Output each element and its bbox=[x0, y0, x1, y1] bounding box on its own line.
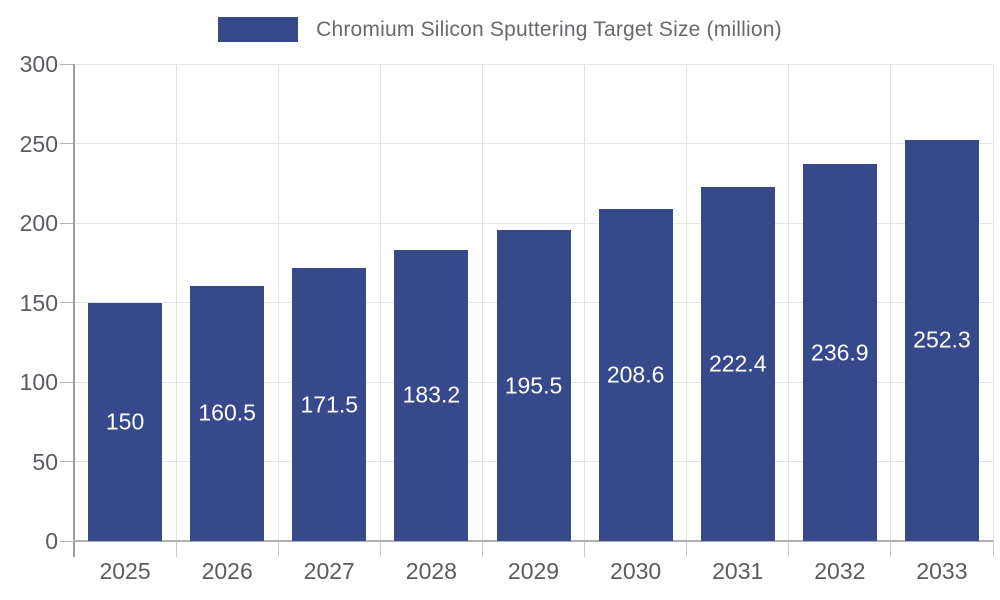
x-axis-tick bbox=[481, 541, 483, 557]
bar bbox=[700, 187, 775, 541]
grid-line-horizontal bbox=[74, 143, 993, 144]
grid-line-vertical bbox=[481, 64, 483, 541]
x-axis-category-label: 2030 bbox=[610, 558, 662, 584]
y-axis-tick-label: 150 bbox=[19, 289, 58, 316]
bar-value-label: 236.9 bbox=[811, 339, 869, 366]
y-axis-tick-label: 300 bbox=[19, 51, 58, 77]
legend-swatch bbox=[218, 17, 299, 42]
x-axis-category-label: 2033 bbox=[916, 558, 968, 584]
bar-value-label: 160.5 bbox=[198, 399, 256, 426]
grid-line-horizontal bbox=[74, 222, 993, 224]
grid-line-vertical bbox=[992, 64, 994, 541]
bar-value-label: 208.6 bbox=[606, 361, 665, 388]
bar bbox=[88, 302, 163, 541]
bar bbox=[394, 249, 469, 541]
bar-value-label: 195.5 bbox=[504, 372, 563, 399]
y-axis-tick-label: 100 bbox=[19, 369, 58, 395]
bar bbox=[190, 285, 265, 541]
x-axis-tick bbox=[584, 541, 586, 557]
grid-line-vertical bbox=[277, 64, 279, 541]
y-axis-tick bbox=[60, 461, 74, 462]
y-axis-tick bbox=[60, 222, 74, 224]
bar bbox=[598, 209, 673, 541]
y-axis-tick bbox=[60, 143, 74, 144]
x-axis-tick bbox=[686, 541, 688, 557]
bar bbox=[802, 164, 877, 541]
y-axis-line bbox=[73, 64, 75, 557]
grid-line-vertical bbox=[686, 64, 688, 541]
grid-line-vertical bbox=[584, 64, 586, 541]
x-axis-category-label: 2026 bbox=[201, 558, 253, 584]
x-axis-category-label: 2031 bbox=[712, 558, 764, 584]
x-axis-category-label: 2032 bbox=[814, 558, 866, 584]
bar-value-label: 222.4 bbox=[708, 350, 767, 377]
bar-value-label: 183.2 bbox=[402, 381, 461, 408]
grid-line-horizontal bbox=[74, 63, 993, 65]
x-axis-line bbox=[73, 540, 993, 542]
x-axis-tick bbox=[175, 541, 177, 557]
x-axis-category-label: 2028 bbox=[405, 558, 457, 584]
legend-label: Chromium Silicon Sputtering Target Size … bbox=[316, 17, 782, 41]
x-axis-category-label: 2029 bbox=[507, 558, 560, 584]
y-axis-tick-label: 200 bbox=[19, 210, 58, 236]
bar bbox=[904, 139, 979, 541]
y-axis-tick bbox=[60, 540, 74, 542]
legend: Chromium Silicon Sputtering Target Size … bbox=[0, 17, 1000, 42]
grid-line-vertical bbox=[379, 64, 381, 541]
grid-line-vertical bbox=[788, 64, 790, 541]
x-axis-tick bbox=[890, 541, 892, 557]
x-axis-tick bbox=[379, 541, 381, 557]
y-axis-tick-label: 50 bbox=[32, 448, 58, 475]
x-axis-tick bbox=[788, 541, 790, 557]
y-axis-tick bbox=[60, 302, 74, 303]
bar-value-label: 171.5 bbox=[300, 391, 359, 418]
bar-value-label: 252.3 bbox=[913, 326, 971, 353]
bar bbox=[292, 268, 367, 541]
x-axis-category-label: 2027 bbox=[303, 558, 355, 584]
y-axis-tick bbox=[60, 381, 74, 383]
grid-line-vertical bbox=[175, 64, 177, 541]
x-axis-category-label: 2025 bbox=[99, 558, 151, 584]
y-axis-tick-label: 250 bbox=[19, 130, 58, 157]
grid-line-vertical bbox=[890, 64, 892, 541]
bar-value-label: 150 bbox=[105, 408, 145, 435]
y-axis-tick-label: 0 bbox=[45, 528, 58, 554]
y-axis-tick bbox=[60, 63, 74, 65]
x-axis-tick bbox=[277, 541, 279, 557]
x-axis-tick bbox=[992, 541, 994, 557]
bar bbox=[496, 230, 571, 541]
